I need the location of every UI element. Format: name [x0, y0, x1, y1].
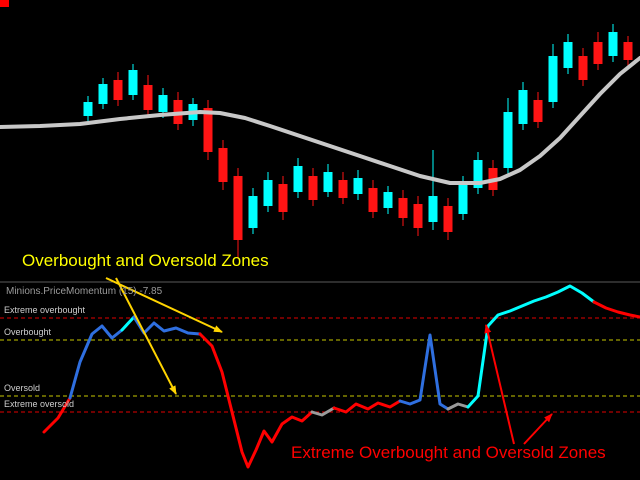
candle-bull [503, 98, 513, 174]
annotation-arrow [484, 324, 515, 445]
momentum-line-segment [398, 333, 450, 411]
candle-bull [83, 96, 93, 121]
candle-bear [578, 48, 588, 86]
level-label: Oversold [4, 383, 41, 393]
momentum-line-segment [310, 406, 336, 417]
candle-bull [383, 186, 393, 214]
candle-bear [368, 180, 378, 218]
candle-bull [563, 34, 573, 74]
candle-bull [428, 150, 438, 230]
candle-bull [473, 152, 483, 194]
candle-bull [293, 158, 303, 198]
annotation-arrow [115, 277, 177, 395]
level-label: Extreme overbought [4, 305, 86, 315]
candle-bear [593, 32, 603, 70]
momentum-line-segment [332, 399, 402, 414]
annotation-arrow [105, 277, 223, 333]
candle-bull [128, 64, 138, 100]
candle-bear [143, 75, 153, 116]
candle-bear [218, 140, 228, 190]
annotation-overbought-oversold-zones: Overbought and Oversold Zones [22, 251, 269, 270]
momentum-line-segment [68, 324, 124, 400]
candle-bull [98, 78, 108, 109]
candle-bear [413, 196, 423, 236]
candle-bear [203, 100, 213, 160]
level-label: Extreme oversold [4, 399, 75, 409]
indicator-title: Minions.PriceMomentum (15) -7.85 [6, 286, 163, 297]
candle-bear [113, 72, 123, 106]
candle-bear [623, 36, 633, 66]
candle-bull [548, 44, 558, 108]
candle-bull [248, 188, 258, 234]
candle-bear [398, 190, 408, 226]
momentum-line-segment [42, 396, 72, 434]
momentum-line-segment [592, 300, 640, 319]
candle-bull [323, 164, 333, 197]
candle-bear [443, 198, 453, 240]
candle-bull [263, 172, 273, 212]
momentum-line-segment [198, 332, 314, 469]
candle-bear [338, 172, 348, 204]
momentum-line-segment [466, 284, 596, 409]
moving-average-line [0, 56, 640, 185]
candle-bull [353, 170, 363, 200]
annotation-extreme-zones: Extreme Overbought and Oversold Zones [291, 443, 606, 462]
momentum-line-segment [446, 402, 470, 411]
candle-bear [308, 168, 318, 206]
candle-bull [518, 82, 528, 130]
candle-bear [233, 168, 243, 258]
candle-bear [173, 92, 183, 130]
level-label: Overbought [4, 327, 52, 337]
candle-bear [533, 92, 543, 128]
corner-marker [0, 0, 9, 7]
annotation-arrow [523, 413, 553, 445]
momentum-line-segment [120, 315, 136, 332]
candle-bull [608, 24, 618, 62]
candle-bear [278, 176, 288, 220]
